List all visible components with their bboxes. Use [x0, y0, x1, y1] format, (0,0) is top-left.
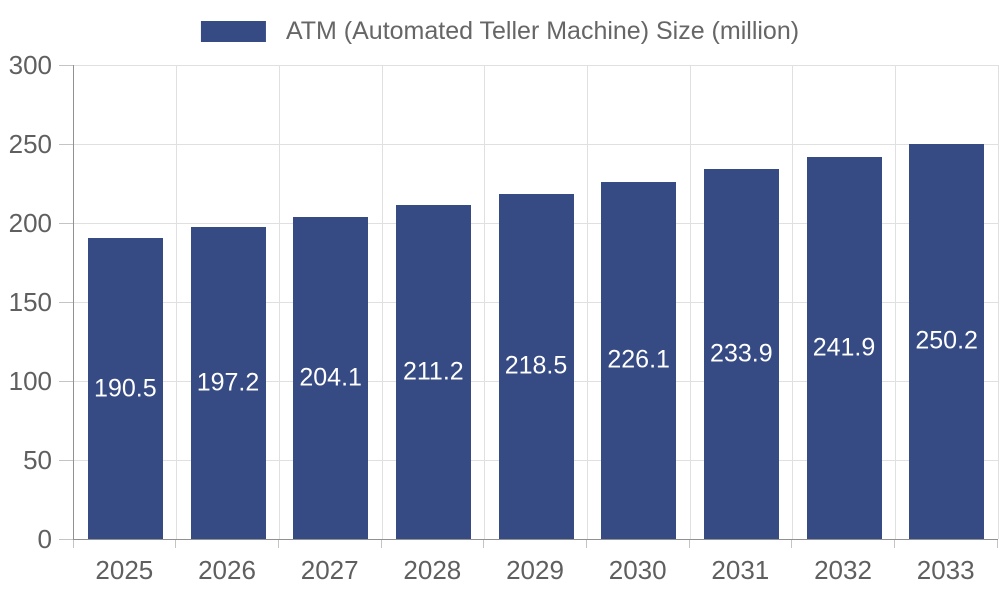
bar: 211.2: [395, 205, 471, 539]
bar-value-label: 226.1: [607, 345, 670, 374]
bar-value-label: 190.5: [94, 374, 157, 403]
gridline-vertical: [792, 65, 794, 539]
bar-value-label: 211.2: [402, 357, 464, 386]
bar-value-label: 218.5: [504, 351, 568, 380]
x-axis-tick: [791, 540, 793, 548]
bar: 190.5: [87, 238, 163, 539]
x-axis-tick-label: 2032: [814, 555, 872, 585]
gridline-vertical: [484, 65, 486, 539]
x-axis-tick: [380, 540, 382, 548]
bar: 233.9: [703, 169, 779, 539]
bar: 241.9: [806, 156, 882, 539]
y-axis-tick-label: 100: [8, 366, 52, 396]
y-axis-tick-label: 50: [23, 445, 52, 475]
x-axis-tick: [688, 540, 690, 548]
gridline-vertical: [586, 65, 588, 539]
y-axis-tick: [59, 143, 73, 145]
x-axis-tick-label: 2033: [916, 555, 975, 585]
x-axis-tick: [996, 540, 998, 548]
x-axis-tick: [175, 540, 177, 548]
gridline-horizontal: [74, 143, 998, 145]
bar: 197.2: [190, 227, 266, 539]
x-axis-tick: [72, 540, 74, 548]
bar: 250.2: [909, 143, 985, 539]
y-axis-tick: [59, 538, 73, 540]
y-axis-tick-label: 200: [8, 208, 52, 238]
y-axis-tick-label: 250: [8, 129, 52, 159]
bar-value-label: 197.2: [196, 368, 260, 397]
y-axis-tick-label: 300: [8, 50, 52, 80]
y-axis-tick: [59, 459, 73, 461]
gridline-vertical: [997, 65, 999, 539]
gridline-vertical: [381, 65, 383, 539]
plot-area: 190.5 197.2 204.1 211.2 218.5 226.1 233.9 241.9…: [73, 64, 999, 540]
y-axis-tick: [59, 301, 73, 303]
gridline-vertical: [689, 65, 691, 539]
gridline-horizontal: [74, 64, 998, 66]
x-axis-tick-label: 2029: [506, 555, 564, 585]
gridline-vertical: [176, 65, 178, 539]
bar: 218.5: [498, 193, 574, 539]
bar-value-label: 241.9: [812, 333, 876, 362]
legend-label: ATM (Automated Teller Machine) Size (mil…: [285, 17, 800, 45]
x-axis-tick-label: 2031: [711, 555, 770, 585]
gridline-vertical: [894, 65, 896, 539]
x-axis-tick-label: 2030: [608, 555, 667, 585]
x-axis-tick: [585, 540, 587, 548]
x-axis-tick-label: 2026: [198, 555, 256, 585]
y-axis-tick: [59, 64, 73, 66]
y-axis-tick: [59, 380, 73, 382]
x-axis-tick-label: 2028: [403, 555, 462, 585]
gridline-vertical: [278, 65, 280, 539]
x-axis-tick-label: 2025: [95, 555, 154, 585]
bar-value-label: 250.2: [915, 326, 978, 355]
bar: 226.1: [601, 181, 677, 539]
x-axis-tick: [893, 540, 895, 548]
y-axis-tick-label: 150: [8, 287, 52, 317]
x-axis-tick-label: 2027: [300, 555, 359, 585]
bar: 204.1: [293, 216, 369, 539]
y-axis-tick: [59, 222, 73, 224]
x-axis-tick: [277, 540, 279, 548]
x-axis-tick: [483, 540, 485, 548]
bar-value-label: 204.1: [299, 363, 362, 392]
legend-swatch-icon: [200, 21, 266, 42]
bar-value-label: 233.9: [710, 339, 773, 368]
legend-item[interactable]: ATM (Automated Teller Machine) Size (mil…: [200, 17, 800, 46]
y-axis-tick-label: 0: [37, 524, 52, 554]
